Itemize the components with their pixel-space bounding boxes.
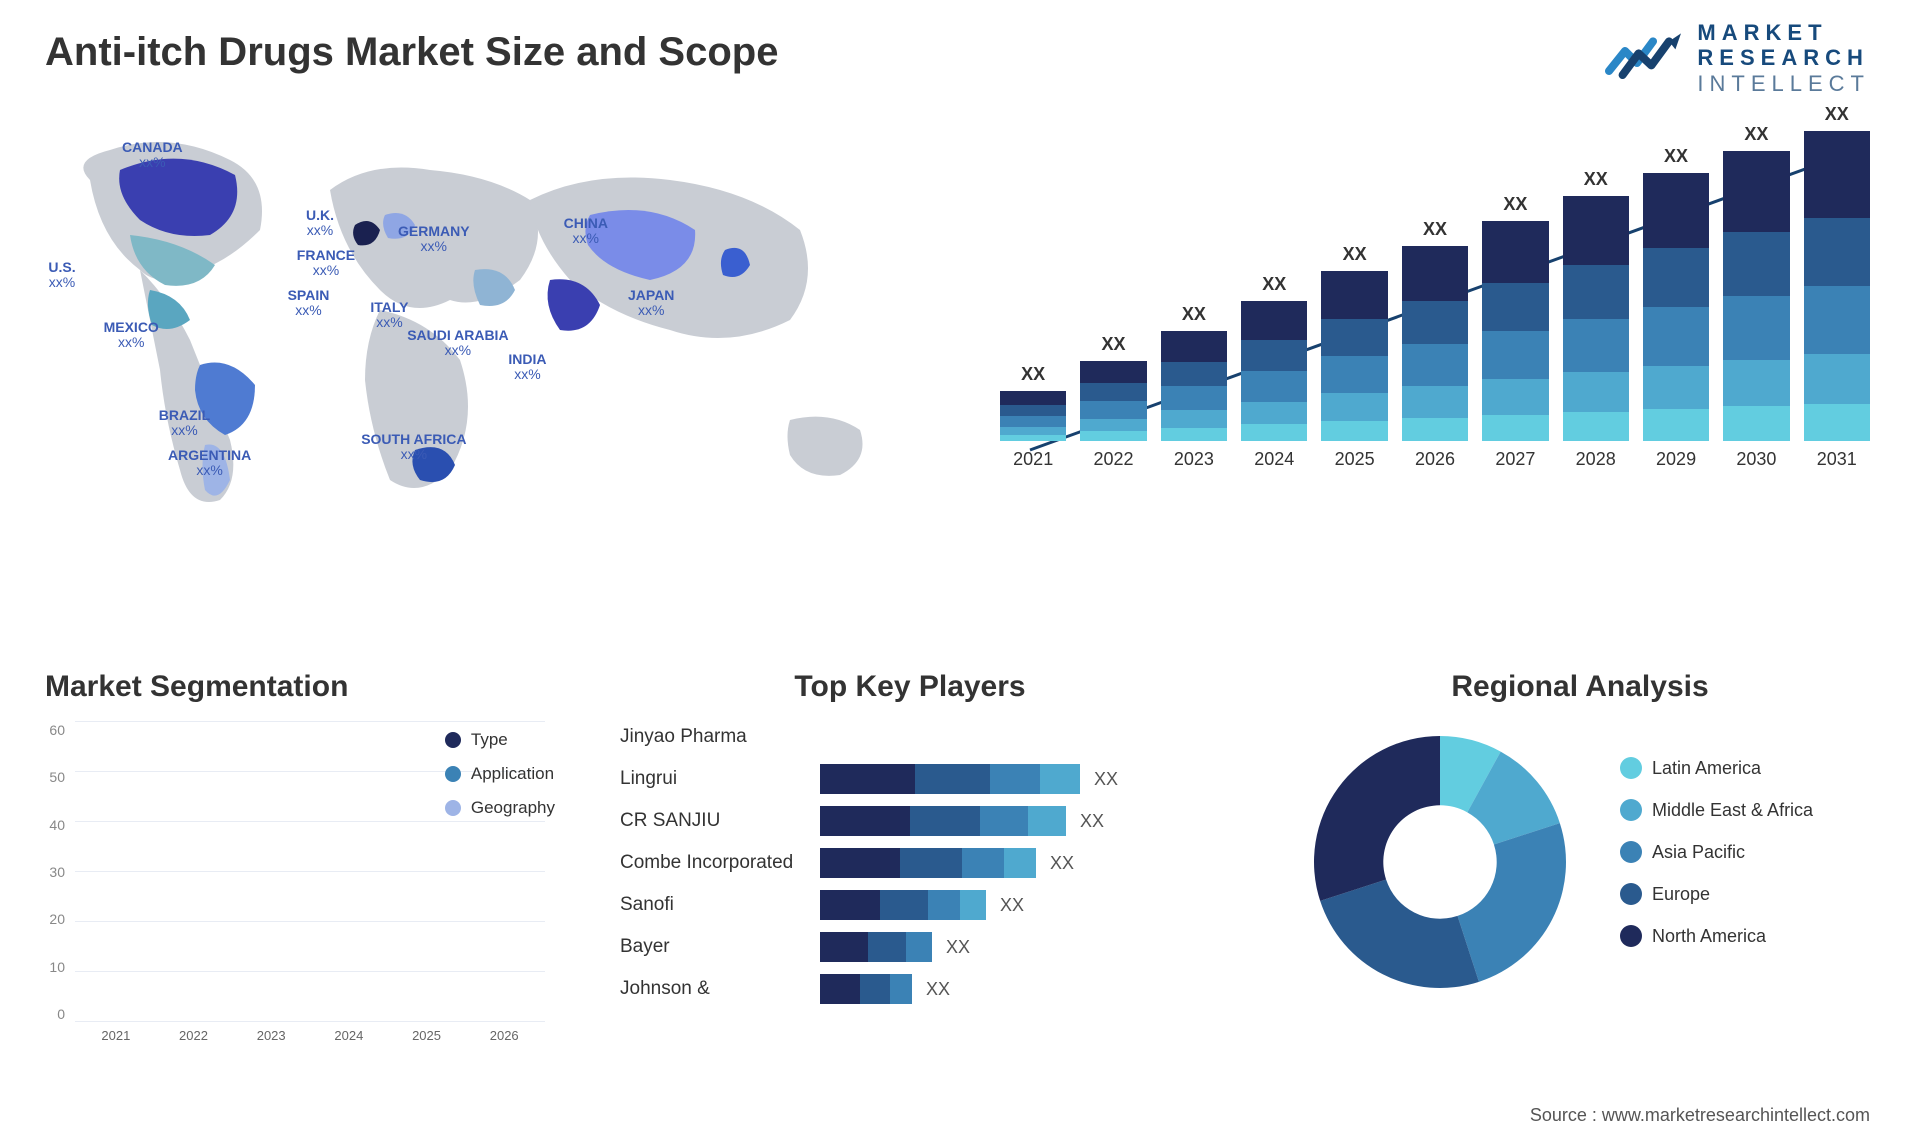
regional-legend-item: Asia Pacific — [1620, 841, 1813, 863]
growth-bar-value: XX — [1584, 169, 1608, 190]
regional-donut-chart — [1300, 722, 1580, 1002]
map-label-mexico: MEXICOxx% — [104, 320, 159, 351]
player-row: Jinyao Pharma — [620, 722, 1200, 752]
map-label-argentina: ARGENTINAxx% — [168, 448, 251, 479]
growth-chart: XX 2021 XX 2022 XX 2023 XX 2024 XX 2025 XX 2026 XX 20… — [1000, 130, 1870, 530]
player-name: Combe Incorporated — [620, 852, 820, 874]
growth-bar-year: 2031 — [1817, 449, 1857, 470]
donut-slice-asia-pacific — [1458, 823, 1566, 982]
growth-bar-value: XX — [1182, 304, 1206, 325]
player-value: XX — [1094, 769, 1118, 790]
growth-bar-value: XX — [1664, 146, 1688, 167]
growth-bar-value: XX — [1423, 219, 1447, 240]
map-label-india: INDIAxx% — [508, 352, 546, 383]
player-row: Lingrui XX — [620, 764, 1200, 794]
growth-bar-2030: XX 2030 — [1723, 124, 1789, 470]
growth-bar-year: 2028 — [1576, 449, 1616, 470]
growth-bar-2022: XX 2022 — [1080, 334, 1146, 470]
seg-legend-application: Application — [445, 764, 555, 784]
growth-bar-2028: XX 2028 — [1563, 169, 1629, 470]
world-map: CANADAxx% U.S.xx% MEXICOxx% BRAZILxx% ARGENT… — [30, 120, 950, 520]
segmentation-title: Market Segmentation — [45, 670, 545, 704]
growth-bar-2029: XX 2029 — [1643, 146, 1709, 470]
growth-bar-year: 2021 — [1013, 449, 1053, 470]
map-label-china: CHINAxx% — [564, 216, 608, 247]
player-name: CR SANJIU — [620, 810, 820, 832]
growth-bar-year: 2026 — [1415, 449, 1455, 470]
map-label-france: FRANCExx% — [297, 248, 355, 279]
growth-bar-2025: XX 2025 — [1321, 244, 1387, 470]
segmentation-block: Market Segmentation 6050403020100 202120… — [45, 670, 545, 1043]
growth-bar-year: 2025 — [1335, 449, 1375, 470]
player-row: CR SANJIU XX — [620, 806, 1200, 836]
map-label-japan: JAPANxx% — [628, 288, 674, 319]
seg-legend-geography: Geography — [445, 798, 555, 818]
map-label-canada: CANADAxx% — [122, 140, 183, 171]
growth-bar-2031: XX 2031 — [1804, 104, 1870, 470]
regional-legend-item: Latin America — [1620, 757, 1813, 779]
player-bar — [820, 932, 932, 962]
map-label-us: U.S.xx% — [48, 260, 75, 291]
donut-slice-europe — [1320, 880, 1479, 988]
growth-bar-value: XX — [1262, 274, 1286, 295]
player-value: XX — [946, 937, 970, 958]
growth-bar-year: 2024 — [1254, 449, 1294, 470]
player-bar — [820, 890, 986, 920]
map-label-southafrica: SOUTH AFRICAxx% — [361, 432, 466, 463]
player-bar — [820, 974, 912, 1004]
player-name: Johnson & — [620, 978, 820, 1000]
growth-bar-2024: XX 2024 — [1241, 274, 1307, 470]
donut-slice-north-america — [1314, 736, 1440, 901]
regional-legend-item: Middle East & Africa — [1620, 799, 1813, 821]
growth-bar-year: 2029 — [1656, 449, 1696, 470]
player-row: Combe Incorporated XX — [620, 848, 1200, 878]
player-row: Sanofi XX — [620, 890, 1200, 920]
growth-bar-value: XX — [1102, 334, 1126, 355]
regional-legend-item: North America — [1620, 925, 1813, 947]
growth-bar-2021: XX 2021 — [1000, 364, 1066, 470]
growth-bar-year: 2023 — [1174, 449, 1214, 470]
player-value: XX — [1000, 895, 1024, 916]
growth-bar-value: XX — [1343, 244, 1367, 265]
player-name: Jinyao Pharma — [620, 726, 820, 748]
player-value: XX — [1080, 811, 1104, 832]
growth-bar-value: XX — [1021, 364, 1045, 385]
player-name: Bayer — [620, 936, 820, 958]
regional-legend-item: Europe — [1620, 883, 1813, 905]
growth-bar-2026: XX 2026 — [1402, 219, 1468, 470]
growth-bar-year: 2022 — [1094, 449, 1134, 470]
key-players-title: Top Key Players — [620, 670, 1200, 704]
player-value: XX — [926, 979, 950, 1000]
source-text: Source : www.marketresearchintellect.com — [1530, 1105, 1870, 1126]
map-label-germany: GERMANYxx% — [398, 224, 470, 255]
regional-title: Regional Analysis — [1300, 670, 1860, 704]
player-name: Sanofi — [620, 894, 820, 916]
growth-bar-2023: XX 2023 — [1161, 304, 1227, 470]
player-row: Bayer XX — [620, 932, 1200, 962]
player-bar — [820, 848, 1036, 878]
player-bar — [820, 806, 1066, 836]
player-value: XX — [1050, 853, 1074, 874]
growth-bar-2027: XX 2027 — [1482, 194, 1548, 470]
map-label-uk: U.K.xx% — [306, 208, 334, 239]
player-bar — [820, 764, 1080, 794]
growth-bar-value: XX — [1503, 194, 1527, 215]
seg-legend-type: Type — [445, 730, 555, 750]
map-label-italy: ITALYxx% — [370, 300, 408, 331]
player-name: Lingrui — [620, 768, 820, 790]
map-label-spain: SPAINxx% — [288, 288, 330, 319]
player-row: Johnson & XX — [620, 974, 1200, 1004]
key-players-block: Top Key Players Jinyao PharmaLingruiXXCR… — [620, 670, 1200, 1016]
page-title: Anti-itch Drugs Market Size and Scope — [45, 30, 778, 75]
brand-logo: MARKET RESEARCH INTELLECT — [1605, 20, 1870, 96]
regional-block: Regional Analysis Latin America Middle Ea… — [1300, 670, 1860, 1002]
map-label-brazil: BRAZILxx% — [159, 408, 210, 439]
growth-bar-year: 2027 — [1495, 449, 1535, 470]
map-label-saudiarabia: SAUDI ARABIAxx% — [407, 328, 508, 359]
logo-text: MARKET RESEARCH INTELLECT — [1697, 20, 1870, 96]
growth-bar-value: XX — [1825, 104, 1849, 125]
growth-bar-year: 2030 — [1736, 449, 1776, 470]
logo-mark-icon — [1605, 25, 1685, 90]
growth-bar-value: XX — [1744, 124, 1768, 145]
